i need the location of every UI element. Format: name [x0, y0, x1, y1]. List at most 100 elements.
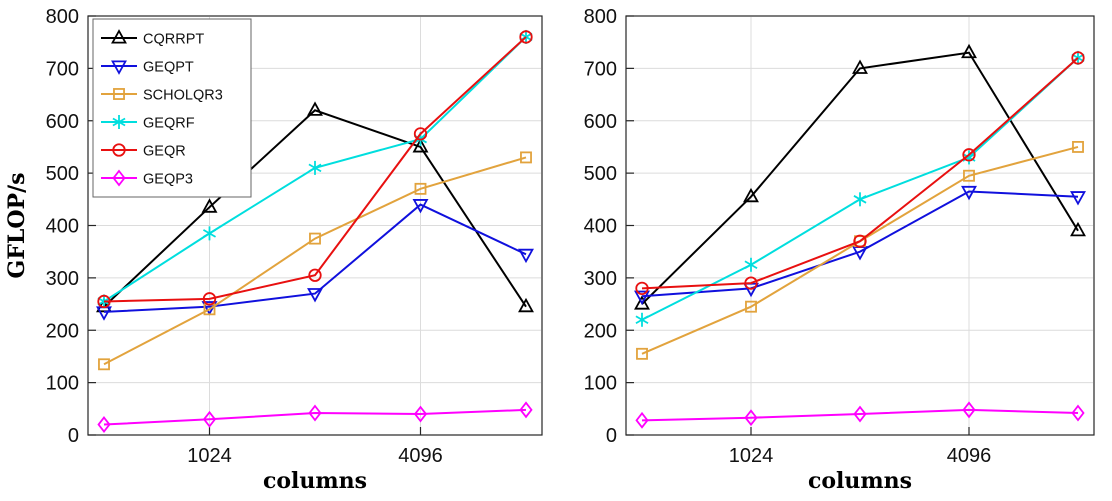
marker-square-icon: [414, 182, 427, 195]
marker-square-icon: [309, 232, 321, 245]
y-tick-label: 600: [584, 111, 617, 133]
marker-triangle-down-icon: [307, 288, 323, 303]
marker-square-icon: [745, 300, 757, 313]
marker-diamond-icon: [962, 401, 976, 419]
y-tick-label: 700: [46, 58, 79, 80]
x-axis-label: columns: [808, 468, 912, 494]
marker-square-icon: [113, 88, 125, 100]
marker-diamond-icon: [112, 169, 126, 187]
y-tick-label: 500: [584, 163, 617, 185]
marker-asterisk-icon: [308, 163, 322, 173]
marker-diamond-icon: [413, 405, 428, 423]
marker-asterisk-icon: [853, 195, 867, 204]
left-chart: 0 100 200 300 400 500 600 700 800 1024 4096 columns…: [4, 6, 543, 494]
y-tick-label: 700: [584, 58, 617, 80]
marker-circle-icon: [962, 148, 976, 162]
x-axis-label: columns: [263, 468, 367, 494]
series-line-cqrrpt: [103, 109, 527, 308]
x-tick-label: 1024: [729, 445, 774, 467]
series-line-geqpt: [641, 190, 1079, 298]
marker-triangle-up-icon: [412, 138, 429, 153]
y-tick-label: 800: [46, 6, 79, 28]
marker-square-icon: [636, 347, 648, 360]
marker-triangle-up-icon: [201, 198, 218, 213]
marker-square-icon: [963, 169, 975, 182]
marker-diamond-icon: [635, 411, 649, 429]
left-plot-svg: 0 100 200 300 400 500 600 700 800 1024 4096 columns…: [4, 6, 543, 494]
y-tick-label: 500: [46, 163, 79, 185]
series-line-geqp3: [103, 408, 527, 426]
y-tick-label: 800: [584, 6, 617, 28]
marker-diamond-icon: [202, 410, 217, 428]
marker-diamond-icon: [308, 404, 322, 422]
marker-diamond-icon: [744, 409, 758, 427]
series-line-geqrf: [641, 57, 1079, 321]
marker-triangle-up-icon: [307, 101, 323, 116]
x-tick-label: 4096: [947, 445, 992, 467]
series-line-cqrrpt: [641, 51, 1079, 305]
series-line-scholqr3: [641, 145, 1079, 355]
marker-circle-icon: [202, 292, 217, 306]
legend-label-geqpt: GEQPT: [143, 60, 194, 76]
legend-box: [92, 18, 252, 198]
marker-triangle-down-icon: [961, 185, 977, 201]
marker-square-icon: [1072, 140, 1084, 153]
legend-label-cqrrpt: CQRRPT: [143, 32, 204, 48]
y-tick-label: 200: [46, 320, 79, 342]
marker-triangle-down-icon: [518, 248, 534, 264]
marker-diamond-icon: [853, 405, 867, 423]
y-tick-label: 300: [584, 268, 617, 290]
series-line-geqr: [641, 57, 1079, 290]
marker-triangle-up-icon: [852, 59, 868, 74]
marker-triangle-down-icon: [1070, 191, 1086, 206]
marker-asterisk-icon: [635, 315, 649, 325]
series-line-geqpt: [103, 203, 527, 313]
series-line-geqp3: [641, 408, 1079, 422]
marker-circle-icon: [635, 281, 649, 295]
marker-triangle-up-icon: [961, 43, 977, 59]
y-tick-label: 600: [46, 111, 79, 133]
y-tick-label: 200: [584, 320, 617, 342]
marker-triangle-down-icon: [412, 199, 429, 214]
marker-circle-icon: [413, 127, 428, 141]
legend-label-geqr: GEQR: [143, 144, 186, 160]
marker-circle-icon: [519, 30, 533, 44]
marker-triangle-up-icon: [743, 187, 759, 203]
right-chart: 0 100 200 300 400 500 600 700 800 1024 4096 columns: [560, 0, 1112, 501]
marker-triangle-up-icon: [1070, 221, 1086, 237]
marker-circle-icon: [853, 234, 867, 248]
y-tick-label: 0: [68, 425, 79, 447]
y-tick-label: 100: [46, 373, 79, 395]
x-tick-label: 4096: [398, 445, 443, 467]
y-tick-label: 400: [46, 216, 79, 238]
y-tick-label: 400: [584, 216, 617, 238]
marker-asterisk-icon: [202, 229, 217, 238]
y-tick-label: 300: [46, 268, 79, 290]
marker-triangle-up-icon: [634, 295, 650, 310]
y-axis-label: GFLOP/s: [4, 172, 30, 278]
legend-label-geqrf: GEQRF: [143, 116, 195, 132]
marker-triangle-up-icon: [518, 297, 534, 313]
marker-circle-icon: [1071, 51, 1085, 65]
marker-diamond-icon: [1071, 404, 1085, 422]
marker-circle-icon: [112, 143, 126, 157]
marker-circle-icon: [744, 276, 758, 290]
y-tick-label: 0: [606, 425, 617, 447]
x-tick-label: 1024: [187, 445, 232, 467]
y-tick-label: 100: [584, 373, 617, 395]
series-line-geqr: [103, 36, 527, 303]
series-line-scholqr3: [103, 156, 527, 366]
marker-triangle-down-icon: [96, 306, 112, 321]
marker-square-icon: [520, 151, 532, 164]
marker-triangle-down-icon: [111, 60, 127, 75]
marker-circle-icon: [308, 268, 322, 282]
right-plot-svg: 0 100 200 300 400 500 600 700 800 1024 4096 columns: [584, 6, 1095, 494]
marker-circle-icon: [97, 294, 111, 309]
legend-label-geqp3: GEQP3: [143, 172, 193, 188]
marker-square-icon: [98, 358, 110, 371]
legend-label-scholqr3: SCHOLQR3: [143, 88, 223, 104]
marker-diamond-icon: [519, 401, 533, 419]
marker-asterisk-icon: [744, 260, 758, 270]
marker-triangle-down-icon: [634, 290, 650, 306]
